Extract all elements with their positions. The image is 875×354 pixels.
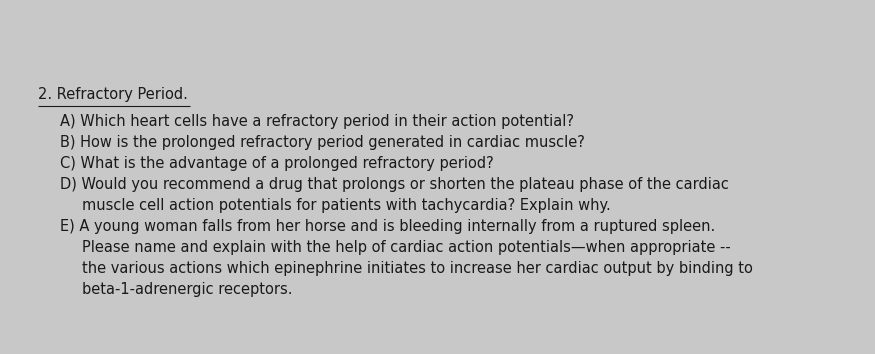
Text: A) Which heart cells have a refractory period in their action potential?: A) Which heart cells have a refractory p…	[60, 114, 574, 129]
Text: beta-1-adrenergic receptors.: beta-1-adrenergic receptors.	[82, 282, 292, 297]
Text: E) A young woman falls from her horse and is bleeding internally from a ruptured: E) A young woman falls from her horse an…	[60, 219, 715, 234]
Text: muscle cell action potentials for patients with tachycardia? Explain why.: muscle cell action potentials for patien…	[82, 198, 611, 213]
Text: D) Would you recommend a drug that prolongs or shorten the plateau phase of the : D) Would you recommend a drug that prolo…	[60, 177, 729, 192]
Text: C) What is the advantage of a prolonged refractory period?: C) What is the advantage of a prolonged …	[60, 156, 493, 171]
Text: 2. Refractory Period.: 2. Refractory Period.	[38, 87, 188, 102]
Text: Please name and explain with the help of cardiac action potentials—when appropri: Please name and explain with the help of…	[82, 240, 731, 255]
Text: the various actions which epinephrine initiates to increase her cardiac output b: the various actions which epinephrine in…	[82, 261, 752, 276]
Text: B) How is the prolonged refractory period generated in cardiac muscle?: B) How is the prolonged refractory perio…	[60, 135, 584, 150]
